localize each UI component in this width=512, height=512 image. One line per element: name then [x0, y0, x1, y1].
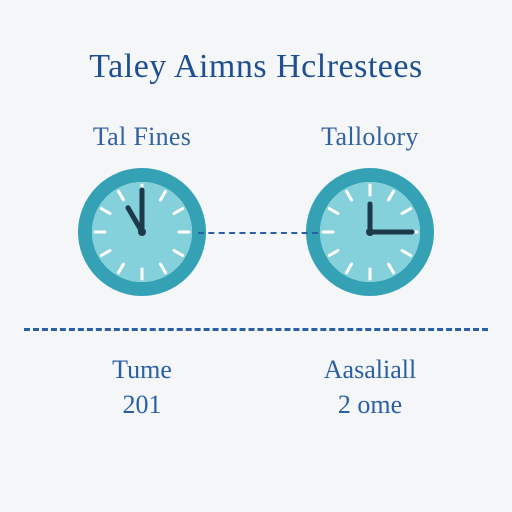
clock-icon-left: [78, 168, 206, 296]
row-labels: Tal Fines Tallolory: [0, 122, 512, 152]
connector-line: [198, 232, 318, 234]
page-title: Taley Aimns Hclrestees: [0, 48, 512, 86]
col-left-label: Tal Fines: [28, 122, 256, 152]
col-left-value: Tume 201: [28, 352, 256, 422]
value-left: Tume 201: [112, 352, 172, 422]
value-left-line2: 201: [112, 387, 172, 422]
label-right: Tallolory: [321, 122, 419, 152]
value-right-line1: Aasaliall: [324, 352, 416, 387]
canvas: Taley Aimns Hclrestees Tal Fines Tallolo…: [0, 0, 512, 512]
label-left: Tal Fines: [93, 122, 191, 152]
value-right-line2: 2 ome: [324, 387, 416, 422]
value-right: Aasaliall 2 ome: [324, 352, 416, 422]
row-clocks: [0, 168, 512, 296]
clock-icon-right: [306, 168, 434, 296]
row-values: Tume 201 Aasaliall 2 ome: [0, 352, 512, 422]
value-left-line1: Tume: [112, 352, 172, 387]
col-right-value: Aasaliall 2 ome: [256, 352, 484, 422]
col-right-label: Tallolory: [256, 122, 484, 152]
